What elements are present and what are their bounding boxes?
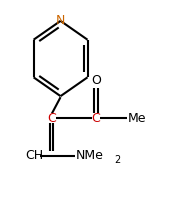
- Text: CH: CH: [26, 149, 44, 162]
- Text: Me: Me: [128, 112, 147, 125]
- Text: C: C: [92, 112, 100, 125]
- Text: O: O: [91, 74, 101, 87]
- Text: 2: 2: [114, 155, 120, 165]
- Text: C: C: [48, 112, 56, 125]
- Text: NMe: NMe: [76, 149, 104, 162]
- Text: N: N: [56, 14, 65, 27]
